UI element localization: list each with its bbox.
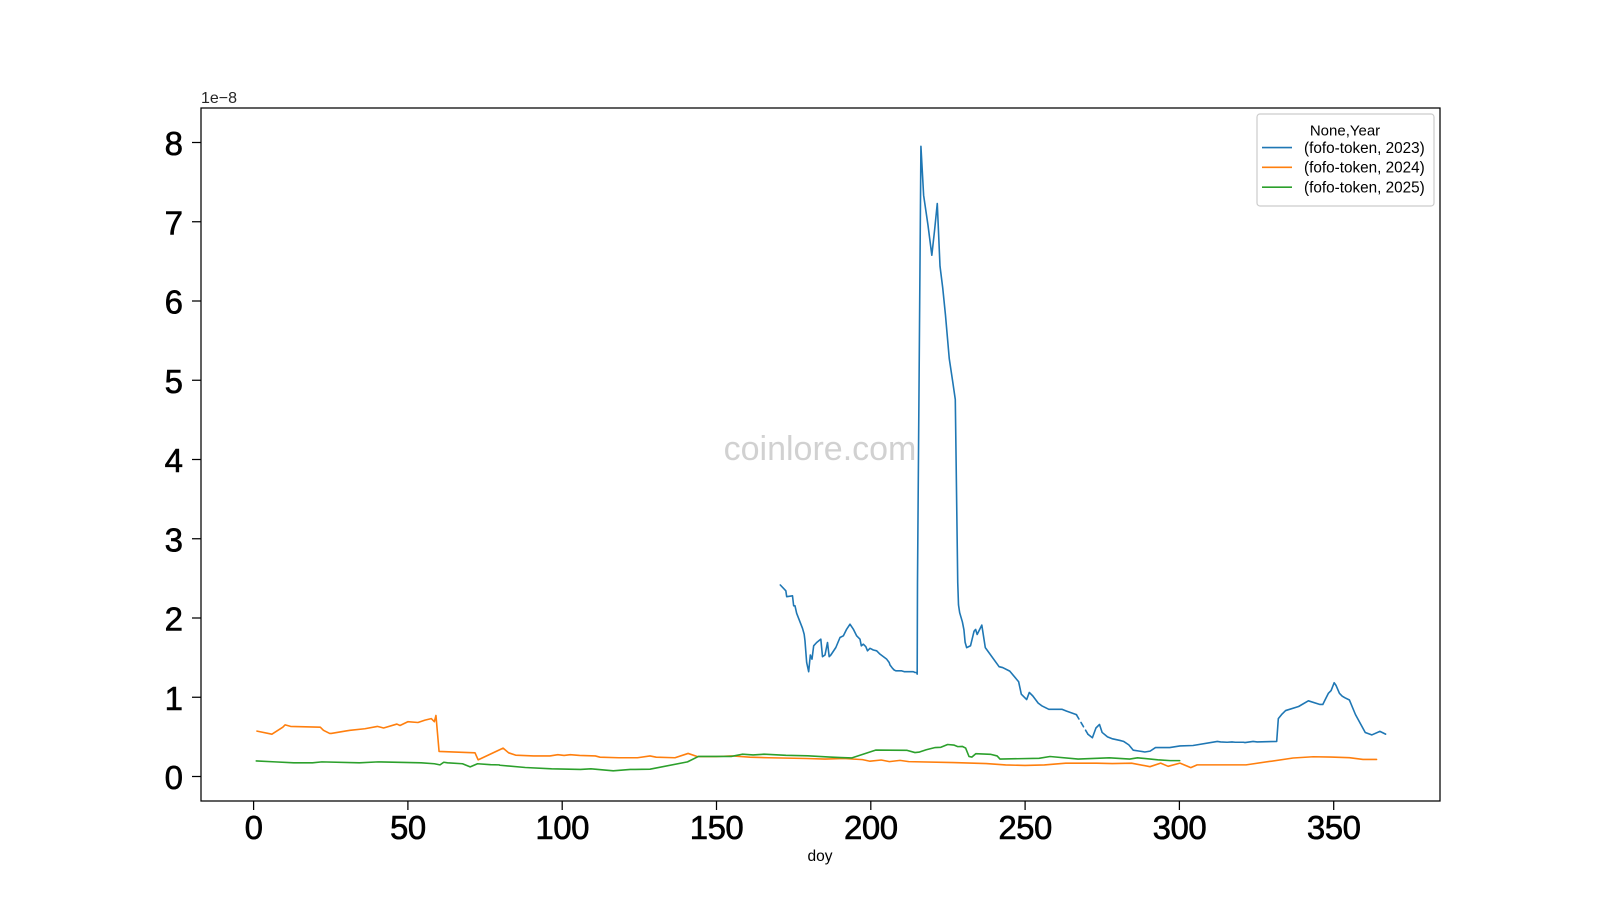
svg-text:0: 0	[245, 809, 263, 846]
svg-text:(fofo-token, 2024): (fofo-token, 2024)	[1304, 160, 1425, 177]
svg-text:None,Year: None,Year	[1310, 123, 1380, 140]
svg-text:1e−8: 1e−8	[201, 90, 237, 107]
svg-text:7: 7	[165, 204, 183, 241]
svg-text:50: 50	[390, 809, 426, 846]
svg-text:coinlore.com: coinlore.com	[724, 430, 917, 468]
svg-text:doy: doy	[808, 848, 833, 865]
svg-text:0: 0	[165, 759, 183, 796]
svg-text:350: 350	[1307, 809, 1361, 846]
svg-text:150: 150	[690, 809, 744, 846]
svg-text:(fofo-token, 2023): (fofo-token, 2023)	[1304, 140, 1425, 157]
svg-text:300: 300	[1153, 809, 1207, 846]
svg-text:(fofo-token, 2025): (fofo-token, 2025)	[1304, 180, 1425, 197]
svg-text:200: 200	[844, 809, 898, 846]
svg-text:1: 1	[165, 680, 183, 717]
svg-text:2: 2	[165, 601, 183, 638]
svg-text:6: 6	[165, 284, 183, 321]
svg-text:5: 5	[165, 363, 183, 400]
svg-text:4: 4	[165, 442, 183, 479]
svg-text:100: 100	[535, 809, 589, 846]
svg-text:3: 3	[165, 521, 183, 558]
svg-text:8: 8	[165, 125, 183, 162]
svg-text:250: 250	[998, 809, 1052, 846]
